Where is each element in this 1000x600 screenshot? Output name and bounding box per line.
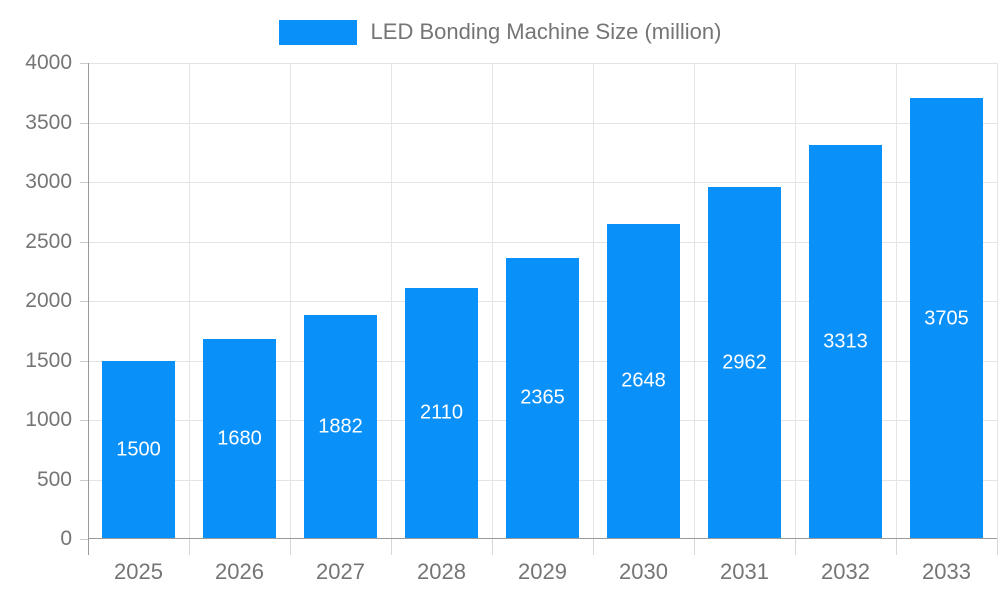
y-axis-tick (80, 182, 88, 183)
v-gridline (189, 63, 190, 539)
v-gridline (896, 63, 897, 539)
x-axis-tick (997, 539, 998, 555)
bar-value-label: 3705 (924, 307, 969, 330)
x-axis-label: 2032 (821, 559, 870, 584)
v-gridline (694, 63, 695, 539)
x-axis-label: 2027 (316, 559, 365, 584)
y-axis-tick (80, 420, 88, 421)
bar-value-label: 1882 (318, 415, 363, 438)
x-axis-label: 2028 (417, 559, 466, 584)
x-axis-tick (795, 539, 796, 555)
x-axis-tick (391, 539, 392, 555)
legend-label: LED Bonding Machine Size (million) (370, 19, 722, 44)
y-axis-label: 4000 (25, 51, 72, 74)
v-gridline (492, 63, 493, 539)
y-axis-label: 0 (60, 527, 72, 550)
bar-value-label: 2365 (520, 386, 565, 409)
v-gridline (795, 63, 796, 539)
h-gridline (88, 182, 997, 183)
y-axis-tick (80, 122, 88, 124)
bar-value-label: 2648 (621, 369, 666, 392)
x-axis-label: 2025 (114, 559, 163, 584)
bar[interactable] (707, 186, 782, 539)
bar[interactable] (404, 287, 479, 539)
bar[interactable] (202, 339, 277, 539)
bar[interactable] (808, 144, 883, 539)
legend-item[interactable]: LED Bonding Machine Size (million) (278, 19, 722, 45)
y-axis-label: 3500 (25, 110, 72, 134)
h-gridline (88, 122, 997, 124)
v-gridline (290, 63, 291, 539)
x-axis-label: 2026 (215, 559, 264, 584)
y-axis-tick (80, 63, 88, 64)
y-axis-tick (80, 241, 88, 243)
x-axis-tick (896, 539, 897, 555)
y-axis-tick (80, 301, 88, 302)
y-axis-label: 2000 (25, 289, 72, 312)
v-gridline (593, 63, 594, 539)
v-gridline (391, 63, 392, 539)
bar[interactable] (505, 257, 580, 539)
x-axis-tick (694, 539, 695, 555)
bar[interactable] (606, 223, 681, 539)
x-axis-label: 2031 (720, 559, 769, 584)
bar-value-label: 2110 (419, 401, 464, 424)
x-axis-label: 2029 (518, 559, 567, 584)
legend-swatch-icon (278, 19, 357, 45)
h-gridline (88, 63, 997, 64)
bar-value-label: 2962 (722, 351, 767, 374)
bar-value-label: 1500 (116, 438, 161, 461)
y-axis-tick (80, 479, 88, 481)
x-axis-tick (189, 539, 190, 555)
plot-area: 1500 1680 1882 2110 2365 2648 2962 3313 3705 (80, 63, 998, 555)
bar-value-label: 1680 (217, 427, 262, 450)
bar[interactable] (101, 360, 176, 539)
y-axis-label: 2500 (25, 229, 72, 253)
bar-value-label: 3313 (823, 330, 868, 353)
y-axis-label: 1500 (25, 348, 72, 372)
x-axis-label: 2030 (619, 559, 668, 584)
y-axis-tick (80, 360, 88, 362)
v-gridline (997, 63, 998, 539)
y-axis-tick (80, 539, 88, 540)
bar[interactable] (303, 315, 378, 539)
y-axis-label: 3000 (25, 170, 72, 193)
h-gridline (88, 241, 997, 243)
x-axis-tick (290, 539, 291, 555)
y-axis-label: 500 (36, 467, 72, 491)
y-axis-label: 1000 (25, 408, 72, 431)
x-axis-label: 2033 (922, 559, 971, 584)
x-axis-tick (593, 539, 594, 555)
bar[interactable] (909, 98, 984, 539)
x-axis-line (88, 538, 997, 539)
legend: LED Bonding Machine Size (million) (0, 19, 1000, 45)
y-axis-line (88, 63, 89, 555)
x-axis-tick (492, 539, 493, 555)
